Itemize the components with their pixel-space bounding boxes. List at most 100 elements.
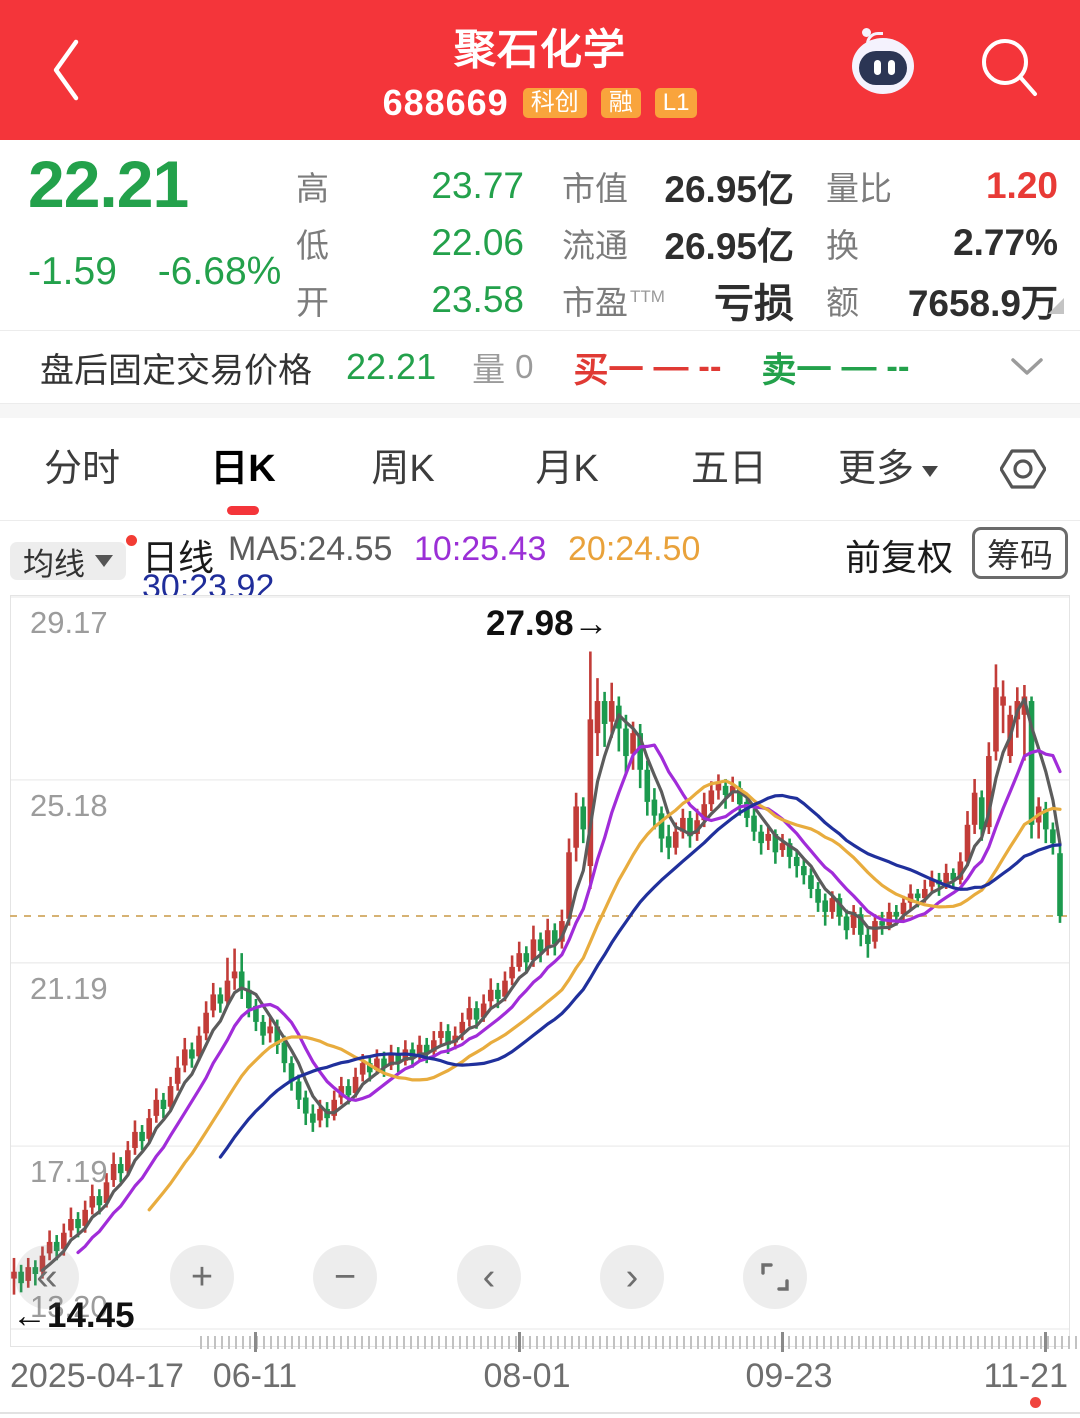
- candlestick-chart[interactable]: 29.17 25.18 21.19 17.19 13.20 27.98→ ←14.45 …: [0, 595, 1080, 1347]
- date-label: 11-21: [983, 1357, 1068, 1395]
- afterhours-price: 22.21: [346, 346, 437, 387]
- divider: [0, 520, 1080, 521]
- fullscreen-button[interactable]: [743, 1245, 807, 1309]
- chevron-down-icon[interactable]: [1010, 357, 1044, 382]
- back-chevron-icon: [53, 39, 79, 101]
- date-label: 2025-04-17: [10, 1357, 184, 1395]
- badge-star-market: 科创: [522, 88, 587, 118]
- stat-market-cap: 市值 26.95亿: [562, 168, 794, 210]
- robot-antenna: [866, 32, 883, 47]
- afterhours-label: 盘后固定交易价格: [40, 351, 312, 390]
- stats-column-hlo: 高 23.77 低 22.06 开 23.58: [296, 157, 524, 328]
- bid-label: 买一: [573, 350, 644, 390]
- scrubber-marker: [1044, 1332, 1048, 1352]
- price-change-percent: -6.68%: [157, 250, 282, 293]
- resize-hint-triangle: [1048, 298, 1064, 314]
- ttm-superscript: TTM: [630, 286, 665, 306]
- chart-minimap-scrubber[interactable]: [0, 1332, 1080, 1355]
- stock-code: 688669: [382, 82, 509, 123]
- search-icon[interactable]: [975, 32, 1045, 108]
- back-button[interactable]: [44, 28, 88, 112]
- chip-distribution-button[interactable]: 筹码: [972, 527, 1068, 579]
- stats-column-cap: 市值 26.95亿 流通 26.95亿 市盈 TTM 亏损: [562, 157, 794, 328]
- robot-eye: [874, 60, 881, 75]
- period-tabbar: 分时 日K 周K 月K 五日 更多: [0, 418, 1080, 520]
- stat-amount: 额 7658.9万: [826, 282, 1058, 324]
- ask-label: 卖一: [761, 350, 832, 390]
- price-change-row: -1.59 -6.68%: [28, 250, 311, 294]
- period-label: 日线: [142, 537, 215, 578]
- adjust-mode-toggle[interactable]: 前复权: [845, 537, 954, 578]
- zoom-out-button[interactable]: −: [313, 1245, 377, 1309]
- scrubber-ticks: [200, 1336, 1078, 1349]
- ma10-value: 10:25.43: [414, 530, 547, 568]
- scrubber-marker: [780, 1332, 784, 1352]
- divider: [0, 1412, 1080, 1414]
- stock-code-row: 688669 科创 融 L1: [0, 82, 1080, 124]
- stat-low: 低 22.06: [296, 221, 524, 264]
- robot-eye: [888, 60, 895, 75]
- afterhours-row[interactable]: 盘后固定交易价格 22.21 量 0 买一 — -- 卖一 — --: [0, 331, 1080, 403]
- date-label: 08-01: [483, 1357, 571, 1395]
- price-change: -1.59: [28, 250, 117, 293]
- svg-text:25.18: 25.18: [30, 788, 108, 823]
- svg-text:21.19: 21.19: [30, 971, 108, 1006]
- caret-down-icon: [922, 466, 939, 477]
- kline-canvas[interactable]: 29.17 25.18 21.19 17.19 13.20: [10, 595, 1070, 1347]
- tab-more[interactable]: 更多: [838, 418, 939, 520]
- caret-down-icon: [95, 555, 113, 567]
- divider: [0, 330, 1080, 331]
- ai-assistant-icon[interactable]: [852, 28, 914, 94]
- tab-minute[interactable]: 分时: [43, 448, 121, 490]
- scrubber-marker: [517, 1332, 521, 1352]
- fullscreen-icon: [761, 1263, 789, 1291]
- ma5-value: MA5:24.55: [228, 530, 393, 568]
- high-price-annotation: 27.98→: [486, 604, 609, 643]
- ask-value: — --: [841, 347, 910, 386]
- page-title: 聚石化学: [453, 26, 626, 73]
- robot-antenna-ball: [862, 28, 871, 37]
- zoom-in-button[interactable]: +: [170, 1245, 234, 1309]
- tab-five-day[interactable]: 五日: [690, 448, 768, 490]
- latest-date-dot: [1030, 1397, 1041, 1408]
- step-back-button[interactable]: ‹: [457, 1245, 521, 1309]
- svg-text:17.19: 17.19: [30, 1154, 108, 1189]
- tab-daily-k[interactable]: 日K: [210, 448, 276, 490]
- quote-panel: 22.21 -1.59 -6.68% 高 23.77 低 22.06 开 23.…: [0, 140, 1080, 330]
- low-price-annotation: ←14.45: [12, 1296, 135, 1335]
- afterhours-volume: 0: [515, 348, 534, 385]
- chart-settings-icon[interactable]: [999, 448, 1047, 490]
- svg-text:29.17: 29.17: [30, 605, 108, 640]
- date-label: 09-23: [745, 1357, 833, 1395]
- stat-pe-ratio: 市盈 TTM 亏损: [562, 281, 794, 326]
- badge-level1: L1: [654, 88, 698, 118]
- date-axis: 2025-04-17 06-11 08-01 09-23 11-21: [0, 1357, 1080, 1405]
- notification-dot: [126, 535, 137, 546]
- stat-float-cap: 流通 26.95亿: [562, 225, 794, 267]
- tab-weekly-k[interactable]: 周K: [371, 448, 435, 490]
- badge-margin: 融: [600, 88, 641, 118]
- rewind-button[interactable]: «: [15, 1245, 79, 1309]
- stat-high: 高 23.77: [296, 164, 524, 207]
- stat-turnover: 换 2.77%: [826, 221, 1058, 264]
- section-gap: [0, 404, 1080, 418]
- svg-text:13.20: 13.20: [30, 1289, 108, 1324]
- bid-value: — --: [653, 347, 722, 386]
- ma-selector-chip[interactable]: 均线: [10, 542, 126, 582]
- indicator-bar: 均线 日线 MA5:24.55 10:25.43 20:24.50 30:23.…: [0, 521, 1080, 606]
- divider: [0, 403, 1080, 404]
- stats-column-vol: 量比 1.20 换 2.77% 额 7658.9万: [826, 157, 1058, 328]
- date-label: 06-11: [212, 1357, 298, 1395]
- stat-volume-ratio: 量比 1.20: [826, 164, 1058, 207]
- step-forward-button[interactable]: ›: [600, 1245, 664, 1309]
- tab-monthly-k[interactable]: 月K: [535, 448, 599, 490]
- stat-open: 开 23.58: [296, 278, 524, 321]
- robot-visor: [859, 51, 907, 85]
- active-tab-indicator: [227, 506, 259, 515]
- scrubber-marker: [254, 1332, 258, 1352]
- afterhours-volume-label: 量: [472, 351, 506, 388]
- ma20-value: 20:24.50: [568, 530, 701, 568]
- current-price: 22.21: [28, 147, 189, 221]
- app-header: 聚石化学 688669 科创 融 L1: [0, 0, 1080, 140]
